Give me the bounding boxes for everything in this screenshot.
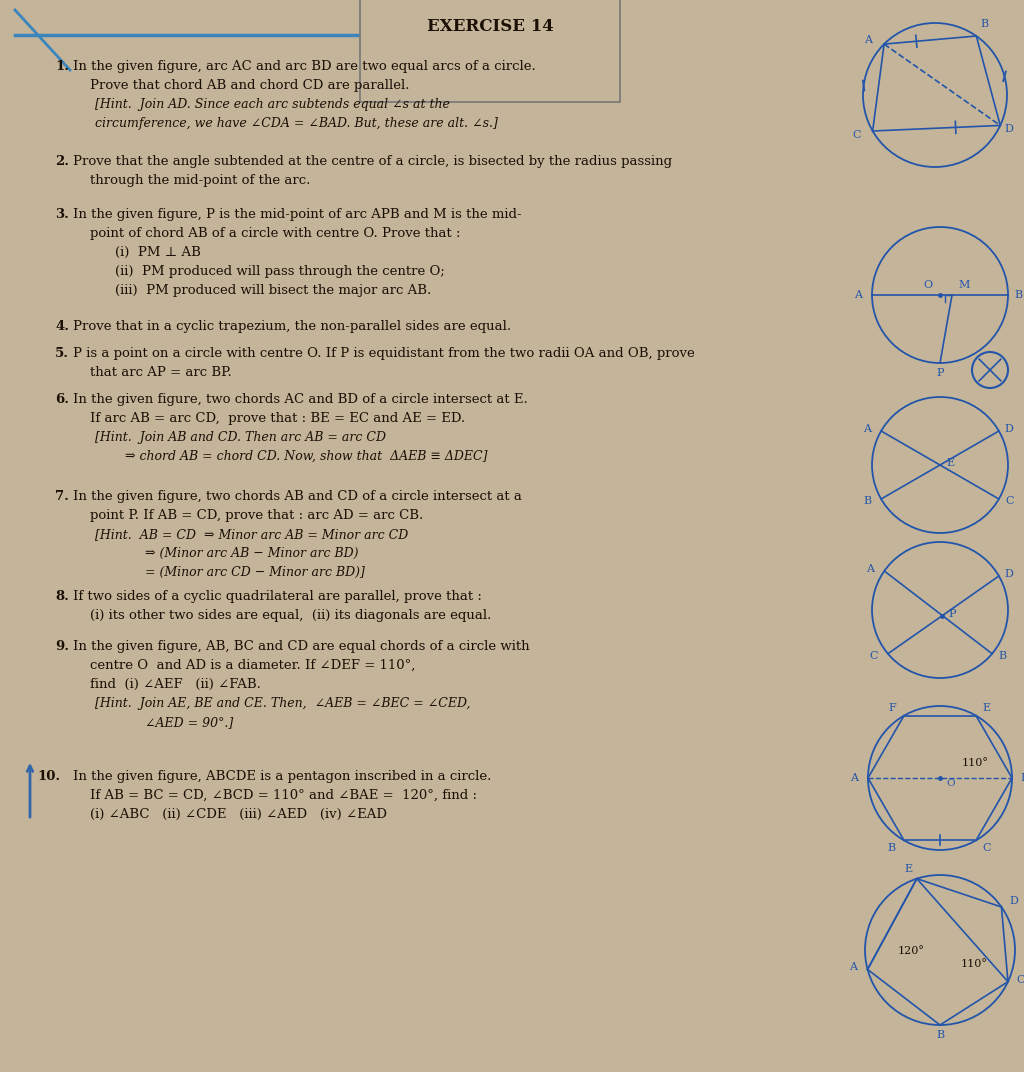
Text: = (Minor arc CD − Minor arc BD)]: = (Minor arc CD − Minor arc BD)] — [145, 566, 365, 579]
Text: 120°: 120° — [898, 947, 925, 956]
Text: M: M — [958, 280, 970, 291]
Text: (i) its other two sides are equal,  (ii) its diagonals are equal.: (i) its other two sides are equal, (ii) … — [90, 609, 492, 622]
Text: P: P — [936, 368, 944, 378]
Text: In the given figure, ABCDE is a pentagon inscribed in a circle.: In the given figure, ABCDE is a pentagon… — [73, 770, 492, 783]
Text: A: A — [864, 35, 872, 45]
Text: D: D — [1020, 773, 1024, 783]
Text: O: O — [923, 280, 932, 291]
Text: E: E — [982, 702, 990, 713]
Text: B: B — [936, 1030, 944, 1040]
Text: B: B — [863, 496, 871, 506]
Text: B: B — [980, 19, 988, 29]
Text: E: E — [904, 864, 912, 874]
Text: Prove that in a cyclic trapezium, the non-parallel sides are equal.: Prove that in a cyclic trapezium, the no… — [73, 321, 511, 333]
Text: D: D — [1005, 569, 1014, 579]
Text: (i) ∠ABC   (ii) ∠CDE   (iii) ∠AED   (iv) ∠EAD: (i) ∠ABC (ii) ∠CDE (iii) ∠AED (iv) ∠EAD — [90, 808, 387, 821]
Text: 3.: 3. — [55, 208, 69, 221]
Text: D: D — [1005, 425, 1014, 434]
Text: If two sides of a cyclic quadrilateral are parallel, prove that :: If two sides of a cyclic quadrilateral a… — [73, 590, 482, 602]
Text: In the given figure, two chords AB and CD of a circle intersect at a: In the given figure, two chords AB and C… — [73, 490, 522, 503]
Text: ⇒ (Minor arc AB − Minor arc BD): ⇒ (Minor arc AB − Minor arc BD) — [145, 547, 358, 560]
Text: If AB = BC = CD, ∠BCD = 110° and ∠BAE =  120°, find :: If AB = BC = CD, ∠BCD = 110° and ∠BAE = … — [90, 789, 477, 802]
Text: 1.: 1. — [55, 60, 69, 73]
Text: In the given figure, two chords AC and BD of a circle intersect at E.: In the given figure, two chords AC and B… — [73, 393, 527, 406]
Text: ⇒ chord AB = chord CD. Now, show that  ΔAEB ≡ ΔDEC]: ⇒ chord AB = chord CD. Now, show that ΔA… — [125, 450, 487, 463]
Text: C: C — [1005, 496, 1014, 506]
Text: circumference, we have ∠CDA = ∠BAD. But, these are alt. ∠s.]: circumference, we have ∠CDA = ∠BAD. But,… — [95, 117, 498, 130]
Text: F: F — [888, 702, 896, 713]
Text: A: A — [854, 291, 862, 300]
Text: 4.: 4. — [55, 321, 69, 333]
Text: C: C — [852, 130, 860, 140]
Text: P is a point on a circle with centre O. If P is equidistant from the two radii O: P is a point on a circle with centre O. … — [73, 347, 694, 360]
Text: 2.: 2. — [55, 155, 69, 168]
Text: EXERCISE 14: EXERCISE 14 — [427, 18, 553, 35]
Text: through the mid-point of the arc.: through the mid-point of the arc. — [90, 174, 310, 187]
Text: E: E — [946, 458, 954, 468]
Text: 10.: 10. — [37, 770, 60, 783]
Text: C: C — [1016, 974, 1024, 985]
Text: C: C — [982, 844, 990, 853]
Text: D: D — [1010, 896, 1018, 906]
Text: B: B — [888, 844, 896, 853]
Text: [Hint.  Join AD. Since each arc subtends equal ∠s at the: [Hint. Join AD. Since each arc subtends … — [95, 98, 450, 111]
Text: that arc AP = arc BP.: that arc AP = arc BP. — [90, 366, 231, 379]
Text: Prove that chord AB and chord CD are parallel.: Prove that chord AB and chord CD are par… — [90, 79, 410, 92]
Text: centre O  and AD is a diameter. If ∠DEF = 110°,: centre O and AD is a diameter. If ∠DEF =… — [90, 659, 416, 672]
Text: D: D — [1005, 124, 1013, 134]
Text: ∠AED = 90°.]: ∠AED = 90°.] — [145, 716, 233, 729]
Text: A: A — [850, 963, 857, 972]
Text: A: A — [863, 425, 871, 434]
Text: find  (i) ∠AEF   (ii) ∠FAB.: find (i) ∠AEF (ii) ∠FAB. — [90, 678, 261, 691]
Text: C: C — [869, 651, 878, 660]
Text: 6.: 6. — [55, 393, 69, 406]
Text: [Hint.  AB = CD  ⇒ Minor arc AB = Minor arc CD: [Hint. AB = CD ⇒ Minor arc AB = Minor ar… — [95, 528, 409, 541]
Text: P: P — [948, 609, 955, 619]
Text: A: A — [866, 564, 874, 574]
Text: 8.: 8. — [55, 590, 69, 602]
Text: O: O — [946, 779, 954, 789]
Text: (i)  PM ⊥ AB: (i) PM ⊥ AB — [115, 245, 201, 259]
Text: In the given figure, arc AC and arc BD are two equal arcs of a circle.: In the given figure, arc AC and arc BD a… — [73, 60, 536, 73]
Text: (iii)  PM produced will bisect the major arc AB.: (iii) PM produced will bisect the major … — [115, 284, 431, 297]
Text: [Hint.  Join AB and CD. Then arc AB = arc CD: [Hint. Join AB and CD. Then arc AB = arc… — [95, 431, 386, 444]
Text: Prove that the angle subtended at the centre of a circle, is bisected by the rad: Prove that the angle subtended at the ce… — [73, 155, 672, 168]
Text: In the given figure, AB, BC and CD are equal chords of a circle with: In the given figure, AB, BC and CD are e… — [73, 640, 529, 653]
Text: 5.: 5. — [55, 347, 69, 360]
Text: B: B — [998, 651, 1007, 660]
Text: A: A — [850, 773, 858, 783]
Text: If arc AB = arc CD,  prove that : BE = EC and AE = ED.: If arc AB = arc CD, prove that : BE = EC… — [90, 412, 465, 425]
Text: point P. If AB = CD, prove that : arc AD = arc CB.: point P. If AB = CD, prove that : arc AD… — [90, 509, 423, 522]
Text: 110°: 110° — [962, 958, 988, 969]
Text: point of chord AB of a circle with centre O. Prove that :: point of chord AB of a circle with centr… — [90, 227, 461, 240]
Text: 9.: 9. — [55, 640, 69, 653]
Text: [Hint.  Join AE, BE and CE. Then,  ∠AEB = ∠BEC = ∠CED,: [Hint. Join AE, BE and CE. Then, ∠AEB = … — [95, 697, 470, 710]
Text: (ii)  PM produced will pass through the centre O;: (ii) PM produced will pass through the c… — [115, 265, 444, 278]
Text: 7.: 7. — [55, 490, 69, 503]
Text: B: B — [1014, 291, 1022, 300]
Text: 110°: 110° — [962, 758, 989, 768]
Text: In the given figure, P is the mid-point of arc APB and M is the mid-: In the given figure, P is the mid-point … — [73, 208, 521, 221]
